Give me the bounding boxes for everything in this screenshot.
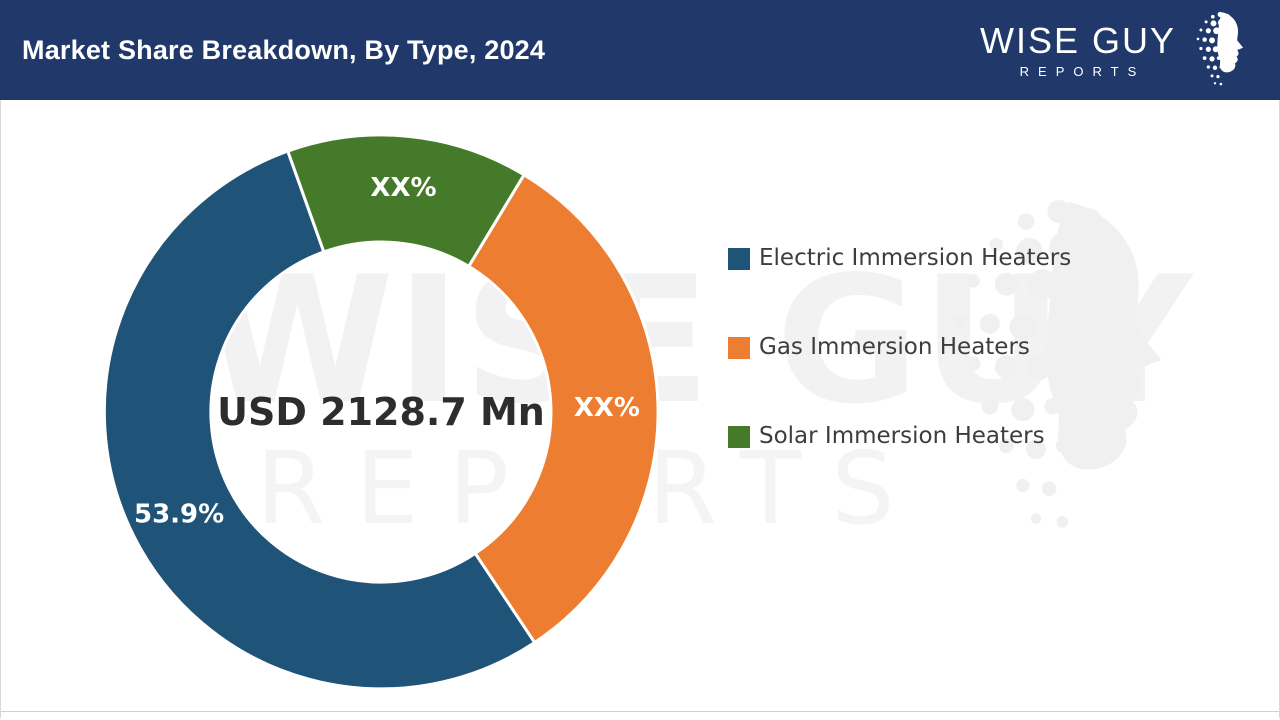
- page-title: Market Share Breakdown, By Type, 2024: [22, 34, 546, 65]
- brand-logo: WISE GUY REPORTS: [980, 9, 1252, 91]
- donut-center-value: USD 2128.7 Mn: [217, 390, 545, 434]
- chart-area: WISE GUY REPORTS 53.9%XX%XX% USD 2128.7 …: [0, 100, 1280, 720]
- slice-label: 53.9%: [134, 500, 224, 530]
- legend-swatch: [728, 247, 750, 270]
- slice-label: XX%: [370, 173, 436, 203]
- donut-chart: 53.9% XX% XX% USD 2128.7 Mn: [102, 133, 660, 691]
- chart-legend: Electric Immersion Heaters Gas Immersion …: [728, 247, 1071, 514]
- legend-label: Solar Immersion Heaters: [759, 423, 1045, 449]
- donut-slice-labels: 53.9% XX% XX%: [134, 173, 640, 529]
- legend-swatch: [728, 425, 750, 448]
- legend-item: Electric Immersion Heaters: [728, 247, 1071, 270]
- brand-logo-text: WISE GUY REPORTS: [979, 19, 1176, 79]
- donut-slices: [102, 133, 660, 691]
- brand-name: WISE GUY: [979, 19, 1176, 61]
- legend-label: Gas Immersion Heaters: [759, 334, 1030, 360]
- brand-subtitle: REPORTS: [1019, 63, 1146, 79]
- legend-label: Electric Immersion Heaters: [759, 245, 1072, 271]
- slice-label: XX%: [574, 393, 640, 423]
- donut-slice: [102, 149, 537, 691]
- legend-item: Solar Immersion Heaters: [728, 425, 1071, 448]
- legend-swatch: [728, 336, 750, 359]
- header-bar: Market Share Breakdown, By Type, 2024 WI…: [0, 0, 1280, 100]
- donut-slice: [467, 173, 660, 644]
- legend-item: Gas Immersion Heaters: [728, 336, 1071, 359]
- dotted-face-icon: [1196, 11, 1244, 86]
